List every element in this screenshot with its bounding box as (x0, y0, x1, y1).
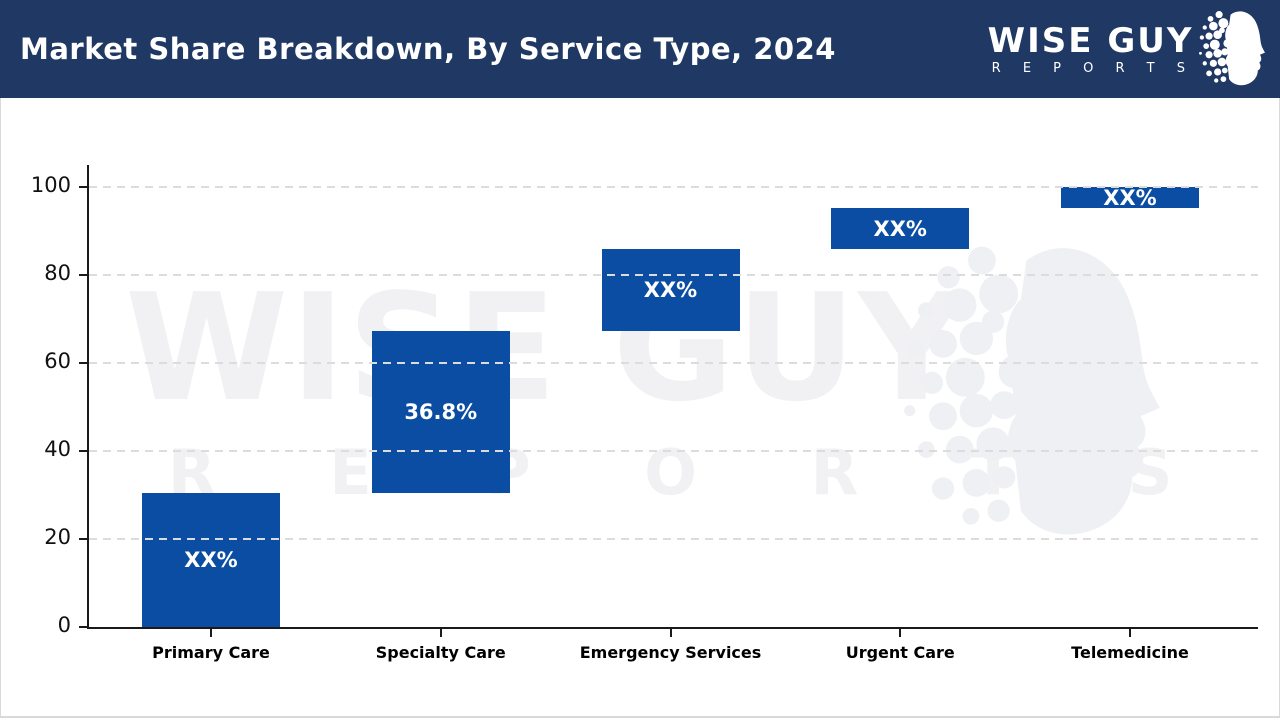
y-tick-80 (79, 274, 89, 276)
logo-text: WISE GUY R E P O R T S (988, 24, 1194, 75)
bar-label-primary-care: XX% (184, 547, 238, 572)
y-tick-label-80: 80 (44, 261, 71, 285)
logo-head-icon (1196, 6, 1268, 92)
left-edge-border (0, 98, 1, 718)
wise-guy-reports-logo: WISE GUY R E P O R T S (988, 6, 1280, 92)
y-tick-label-60: 60 (44, 349, 71, 373)
gridline-60 (89, 362, 1258, 364)
y-tick-label-20: 20 (44, 525, 71, 549)
bar-urgent-care (831, 208, 970, 250)
bar-label-telemedicine: XX% (1103, 185, 1157, 210)
y-tick-20 (79, 538, 89, 540)
bar-specialty-care (371, 330, 510, 493)
gridline-40 (89, 450, 1258, 452)
bar-emergency-services (601, 249, 740, 331)
gridline-100 (89, 186, 1258, 188)
y-tick-label-40: 40 (44, 437, 71, 461)
x-label-emergency-services: Emergency Services (579, 643, 762, 662)
x-tick-specialty-care (439, 629, 442, 637)
watermark-text-wiseguy: WISE GUY (125, 262, 968, 434)
bar-primary-care (142, 492, 280, 627)
x-tick-telemedicine (1129, 629, 1131, 637)
x-label-urgent-care: Urgent Care (845, 643, 955, 662)
logo-reports-text: R E P O R T S (991, 60, 1194, 76)
x-tick-urgent-care (899, 629, 902, 637)
x-tick-primary-care (210, 629, 212, 637)
x-axis-line (87, 627, 1258, 629)
y-tick-40 (79, 450, 89, 452)
y-tick-0 (79, 626, 89, 628)
y-tick-60 (79, 362, 89, 364)
y-tick-label-0: 0 (57, 613, 71, 637)
chart-title: Market Share Breakdown, By Service Type,… (20, 32, 836, 66)
watermark-head-logo-icon (893, 226, 1171, 562)
y-tick-100 (79, 186, 89, 188)
x-label-specialty-care: Specialty Care (375, 643, 506, 662)
x-label-telemedicine: Telemedicine (1071, 643, 1189, 662)
bar-label-emergency-services: XX% (643, 277, 698, 302)
x-label-primary-care: Primary Care (152, 643, 270, 662)
y-axis-line (87, 165, 89, 629)
bottom-edge-border (0, 716, 1280, 718)
x-tick-emergency-services (669, 629, 672, 637)
bar-label-urgent-care: XX% (873, 216, 927, 241)
gridline-80 (89, 274, 1258, 276)
y-tick-label-100: 100 (30, 173, 71, 197)
logo-wiseguy-text: WISE GUY (987, 20, 1194, 61)
gridline-20 (89, 538, 1258, 540)
bar-telemedicine (1061, 187, 1199, 209)
header-bar: Market Share Breakdown, By Service Type,… (0, 0, 1280, 98)
bar-label-specialty-care: 36.8% (404, 399, 478, 424)
